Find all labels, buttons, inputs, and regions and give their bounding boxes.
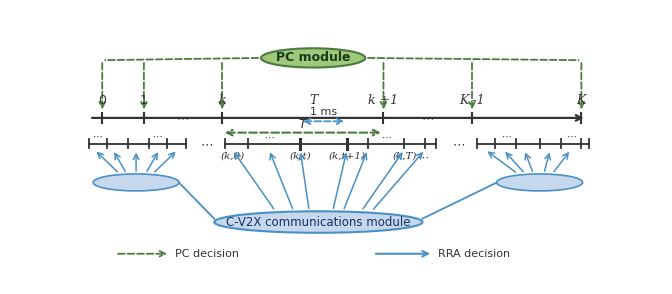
Ellipse shape xyxy=(93,174,179,191)
Text: $\cdots$: $\cdots$ xyxy=(200,137,213,151)
Text: $T$: $T$ xyxy=(298,118,308,131)
Text: (k,T): (k,T) xyxy=(392,152,417,161)
Text: 0: 0 xyxy=(98,93,106,107)
Text: C-V2X communications module: C-V2X communications module xyxy=(226,216,411,228)
Text: RRA decision: RRA decision xyxy=(438,249,510,259)
Text: PC module: PC module xyxy=(276,51,350,64)
Text: $\cdots$: $\cdots$ xyxy=(566,131,577,141)
Text: K -1: K -1 xyxy=(459,93,485,107)
Text: k: k xyxy=(218,93,226,107)
Text: $\cdots$: $\cdots$ xyxy=(177,111,190,124)
Text: k +1: k +1 xyxy=(368,93,398,107)
Text: (k,t): (k,t) xyxy=(290,152,311,161)
Ellipse shape xyxy=(497,174,583,191)
Text: T: T xyxy=(309,93,317,107)
Text: (k,0): (k,0) xyxy=(220,152,245,161)
Text: (k,t+1): (k,t+1) xyxy=(329,152,366,161)
Ellipse shape xyxy=(214,211,423,233)
Text: $\cdots$: $\cdots$ xyxy=(263,132,274,142)
Text: 1 ms: 1 ms xyxy=(310,107,337,117)
Text: $\cdots$: $\cdots$ xyxy=(501,131,511,141)
Text: 1: 1 xyxy=(140,93,148,107)
Text: $\cdots$: $\cdots$ xyxy=(381,132,391,142)
Text: PC decision: PC decision xyxy=(175,249,239,259)
Text: $\cdots$: $\cdots$ xyxy=(421,111,434,124)
Text: $\cdots$: $\cdots$ xyxy=(152,131,162,141)
Text: $\cdots$: $\cdots$ xyxy=(417,152,429,162)
Text: $\cdots$: $\cdots$ xyxy=(91,131,102,141)
Text: K: K xyxy=(577,93,586,107)
Ellipse shape xyxy=(261,48,366,68)
Text: $\cdots$: $\cdots$ xyxy=(452,137,466,151)
